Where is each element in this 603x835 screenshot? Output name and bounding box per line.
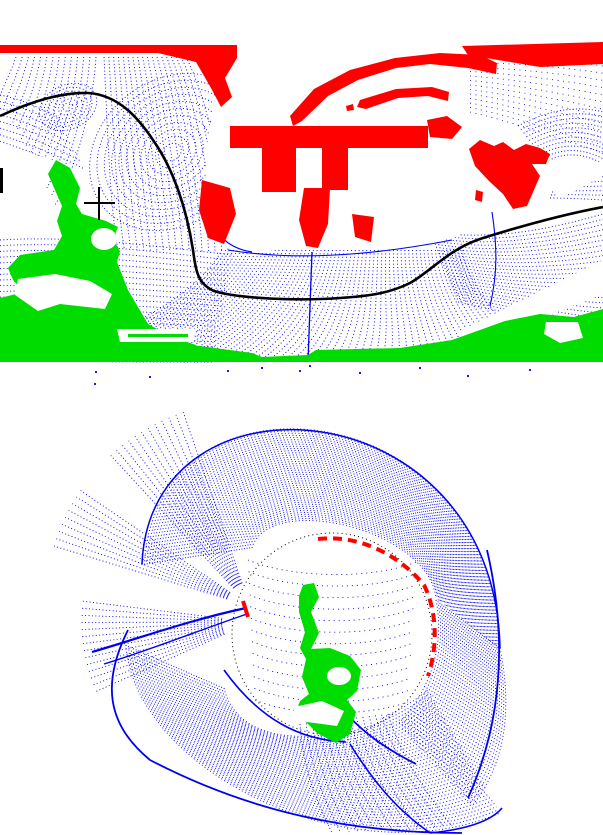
orthographic-projection-panel (53, 412, 507, 834)
synoptic-map-panel (0, 42, 603, 386)
